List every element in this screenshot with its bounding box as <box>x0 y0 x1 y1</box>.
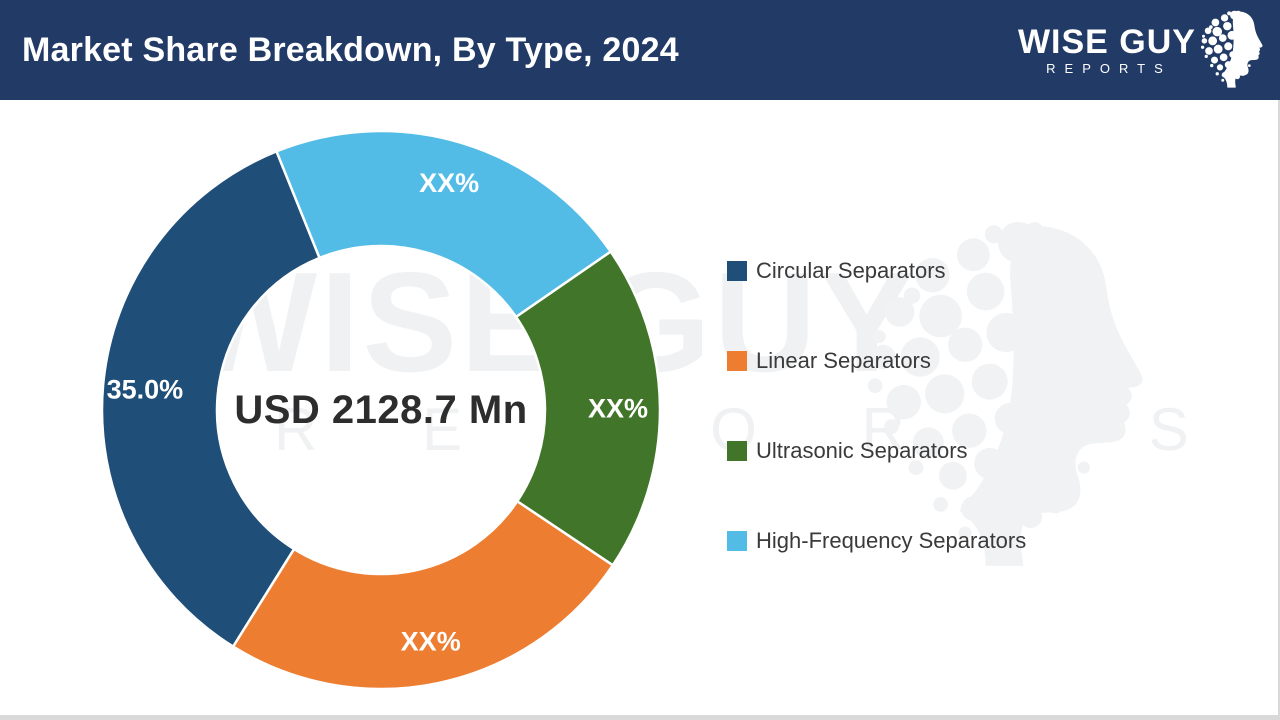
header-bar: Market Share Breakdown, By Type, 2024 WI… <box>0 0 1280 100</box>
legend-item-linear-separators: Linear Separators <box>727 348 1026 373</box>
wiseguy-logo-text: WISE GUY REPORTS <box>1018 25 1196 75</box>
legend-swatch-ultrasonic-separators <box>727 441 747 461</box>
legend-swatch-circular-separators <box>727 261 747 281</box>
legend-label-linear-separators: Linear Separators <box>756 348 931 373</box>
legend-swatch-high-frequency-separators <box>727 531 747 551</box>
bottom-divider <box>0 715 1280 720</box>
legend-label-high-frequency-separators: High-Frequency Separators <box>756 528 1027 553</box>
legend-item-ultrasonic-separators: Ultrasonic Separators <box>727 438 1026 463</box>
wiseguy-logo: WISE GUY REPORTS <box>1018 10 1264 90</box>
logo-head-icon <box>1198 10 1264 90</box>
legend-item-high-frequency-separators: High-Frequency Separators <box>727 528 1027 553</box>
chart-legend: Circular Separators Linear Separators Ultr… <box>727 258 1027 553</box>
logo-wiseguy-label: WISE GUY <box>1017 23 1196 61</box>
legend-label-circular-separators: Circular Separators <box>756 258 946 283</box>
right-divider <box>1278 100 1280 720</box>
logo-reports-label: REPORTS <box>1046 61 1172 76</box>
legend-swatch-linear-separators <box>727 351 747 371</box>
chart-title: Market Share Breakdown, By Type, 2024 <box>22 30 679 69</box>
legend-label-ultrasonic-separators: Ultrasonic Separators <box>756 438 968 463</box>
legend-item-circular-separators: Circular Separators <box>727 258 1026 283</box>
